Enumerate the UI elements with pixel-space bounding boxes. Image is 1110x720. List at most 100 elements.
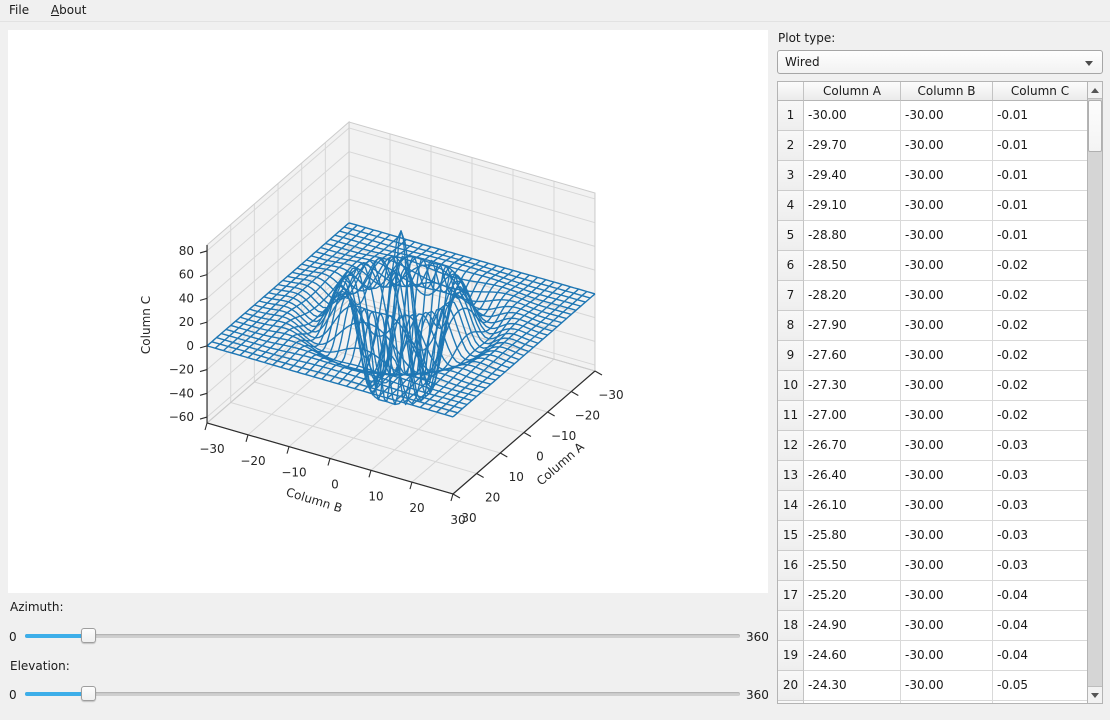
table-row[interactable]: 3 -29.40 -30.00 -0.01: [778, 161, 1102, 191]
svg-text:−20: −20: [575, 409, 600, 423]
table-row[interactable]: 11 -27.00 -30.00 -0.02: [778, 401, 1102, 431]
svg-text:−10: −10: [281, 466, 306, 480]
svg-text:10: 10: [509, 470, 524, 484]
cell-column-b: -30.00: [901, 311, 993, 341]
cell-column-b: -30.00: [901, 461, 993, 491]
cell-column-b: -30.00: [901, 251, 993, 281]
azimuth-slider[interactable]: [25, 628, 740, 643]
table-row[interactable]: 14 -26.10 -30.00 -0.03: [778, 491, 1102, 521]
plot-type-select[interactable]: Wired: [777, 50, 1103, 74]
menubar-item-file[interactable]: File: [9, 3, 30, 17]
cell-column-a: -29.70: [804, 131, 901, 161]
table-row[interactable]: 17 -25.20 -30.00 -0.04: [778, 581, 1102, 611]
svg-text:30: 30: [450, 513, 465, 527]
table-row[interactable]: 16 -25.50 -30.00 -0.03: [778, 551, 1102, 581]
arrow-up-icon: [1091, 88, 1099, 93]
svg-text:30: 30: [461, 511, 476, 525]
cell-column-b: -30.00: [901, 491, 993, 521]
cell-column-c: -0.02: [993, 341, 1087, 371]
row-number: 15: [778, 521, 804, 551]
cell-column-b: -30.00: [901, 611, 993, 641]
column-header-column-c[interactable]: Column C: [993, 82, 1087, 101]
menubar-item-about[interactable]: About: [50, 3, 87, 17]
cell-column-c: [993, 701, 1087, 703]
azimuth-slider-fill: [25, 634, 88, 638]
svg-text:−20: −20: [240, 454, 265, 468]
plot-canvas: −30 −20 −10 0 10 20 30 −30 −20 −10 0 10 20 30 80 60 40 20…: [8, 30, 768, 593]
azimuth-slider-handle[interactable]: [81, 628, 96, 643]
table-row[interactable]: 19 -24.60 -30.00 -0.04: [778, 641, 1102, 671]
column-header-column-a[interactable]: Column A: [804, 82, 901, 101]
plot-type-value: Wired: [785, 55, 820, 69]
table-row[interactable]: 5 -28.80 -30.00 -0.01: [778, 221, 1102, 251]
scroll-up-button[interactable]: [1088, 82, 1102, 99]
svg-text:−20: −20: [169, 363, 194, 377]
elevation-min-label: 0: [9, 688, 17, 702]
cell-column-a: -26.70: [804, 431, 901, 461]
svg-text:Column C: Column C: [139, 296, 153, 354]
row-number: 20: [778, 671, 804, 701]
cell-column-b: [901, 701, 993, 703]
cell-column-b: -30.00: [901, 101, 993, 131]
cell-column-a: -24.60: [804, 641, 901, 671]
cell-column-c: -0.02: [993, 371, 1087, 401]
svg-text:−10: −10: [551, 429, 576, 443]
cell-column-a: -24.30: [804, 671, 901, 701]
row-number: 12: [778, 431, 804, 461]
cell-column-a: -25.80: [804, 521, 901, 551]
table-row[interactable]: 6 -28.50 -30.00 -0.02: [778, 251, 1102, 281]
azimuth-min-label: 0: [9, 630, 17, 644]
scrollbar-thumb[interactable]: [1088, 100, 1102, 152]
table-row[interactable]: 1 -30.00 -30.00 -0.01: [778, 101, 1102, 131]
cell-column-b: -30.00: [901, 341, 993, 371]
table-row[interactable]: 20 -24.30 -30.00 -0.05: [778, 671, 1102, 701]
table-corner-header[interactable]: [778, 82, 804, 101]
cell-column-b: -30.00: [901, 131, 993, 161]
menu-bar: File About: [0, 0, 1110, 22]
row-number: 13: [778, 461, 804, 491]
cell-column-b: -30.00: [901, 161, 993, 191]
cell-column-a: [804, 701, 901, 703]
table-row[interactable]: 12 -26.70 -30.00 -0.03: [778, 431, 1102, 461]
cell-column-a: -26.10: [804, 491, 901, 521]
svg-text:10: 10: [368, 489, 383, 503]
azimuth-max-label: 360: [746, 630, 769, 644]
table-row[interactable]: 13 -26.40 -30.00 -0.03: [778, 461, 1102, 491]
table-row[interactable]: 7 -28.20 -30.00 -0.02: [778, 281, 1102, 311]
table-row[interactable]: 2 -29.70 -30.00 -0.01: [778, 131, 1102, 161]
cell-column-c: -0.01: [993, 161, 1087, 191]
elevation-slider-handle[interactable]: [81, 686, 96, 701]
table-row[interactable]: 10 -27.30 -30.00 -0.02: [778, 371, 1102, 401]
cell-column-c: -0.02: [993, 281, 1087, 311]
cell-column-a: -28.80: [804, 221, 901, 251]
row-number: 8: [778, 311, 804, 341]
cell-column-a: -28.20: [804, 281, 901, 311]
table-row[interactable]: 18 -24.90 -30.00 -0.04: [778, 611, 1102, 641]
svg-text:−40: −40: [169, 386, 194, 400]
table-scrollbar[interactable]: [1087, 82, 1102, 703]
wireframe-3d-plot: −30 −20 −10 0 10 20 30 −30 −20 −10 0 10 20 30 80 60 40 20…: [8, 30, 768, 593]
cell-column-c: -0.03: [993, 551, 1087, 581]
cell-column-a: -27.30: [804, 371, 901, 401]
column-header-column-b[interactable]: Column B: [901, 82, 993, 101]
cell-column-b: -30.00: [901, 281, 993, 311]
scroll-down-button[interactable]: [1088, 686, 1102, 703]
table-row[interactable]: 9 -27.60 -30.00 -0.02: [778, 341, 1102, 371]
table-row[interactable]: 15 -25.80 -30.00 -0.03: [778, 521, 1102, 551]
table-row[interactable]: [778, 701, 1102, 703]
cell-column-a: -29.40: [804, 161, 901, 191]
row-number: 11: [778, 401, 804, 431]
cell-column-b: -30.00: [901, 641, 993, 671]
elevation-slider-fill: [25, 692, 88, 696]
cell-column-b: -30.00: [901, 551, 993, 581]
svg-text:−30: −30: [199, 442, 224, 456]
table-row[interactable]: 4 -29.10 -30.00 -0.01: [778, 191, 1102, 221]
cell-column-b: -30.00: [901, 371, 993, 401]
elevation-slider[interactable]: [25, 686, 740, 701]
table-row[interactable]: 8 -27.90 -30.00 -0.02: [778, 311, 1102, 341]
row-number: 17: [778, 581, 804, 611]
row-number: 4: [778, 191, 804, 221]
data-table: Column A Column B Column C 1 -30.00 -30.00 -0…: [777, 81, 1103, 704]
svg-text:80: 80: [179, 244, 194, 258]
